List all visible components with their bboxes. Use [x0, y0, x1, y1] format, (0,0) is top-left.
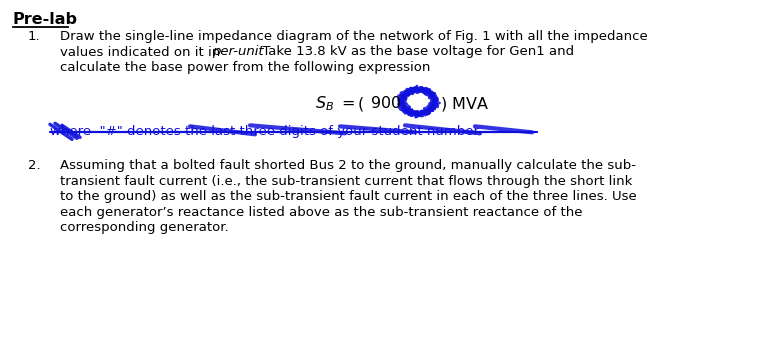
Text: Assuming that a bolted fault shorted Bus 2 to the ground, manually calculate the: Assuming that a bolted fault shorted Bus… — [60, 159, 636, 172]
Text: Pre-lab: Pre-lab — [13, 12, 78, 27]
Text: $900$: $900$ — [370, 95, 402, 111]
Text: where  "#" denotes the last three digits of your student number.: where "#" denotes the last three digits … — [50, 125, 482, 138]
Text: $)$ MVA: $)$ MVA — [440, 95, 489, 113]
Text: $S_{B}$: $S_{B}$ — [315, 95, 334, 113]
Text: per-unit: per-unit — [212, 45, 264, 58]
Text: . Take 13.8 kV as the base voltage for Gen1 and: . Take 13.8 kV as the base voltage for G… — [254, 45, 574, 58]
Text: $=$: $=$ — [338, 95, 355, 110]
Text: corresponding generator.: corresponding generator. — [60, 221, 229, 234]
Text: transient fault current (i.e., the sub-transient current that flows through the : transient fault current (i.e., the sub-t… — [60, 175, 633, 188]
Text: 2.: 2. — [28, 159, 41, 172]
Text: each generator’s reactance listed above as the sub-transient reactance of the: each generator’s reactance listed above … — [60, 206, 583, 219]
Text: calculate the base power from the following expression: calculate the base power from the follow… — [60, 61, 431, 74]
Text: Draw the single-line impedance diagram of the network of Fig. 1 with all the imp: Draw the single-line impedance diagram o… — [60, 30, 647, 43]
Text: 1.: 1. — [28, 30, 41, 43]
Text: values indicated on it in: values indicated on it in — [60, 45, 225, 58]
Text: to the ground) as well as the sub-transient fault current in each of the three l: to the ground) as well as the sub-transi… — [60, 190, 636, 203]
Text: $($: $($ — [357, 95, 364, 113]
